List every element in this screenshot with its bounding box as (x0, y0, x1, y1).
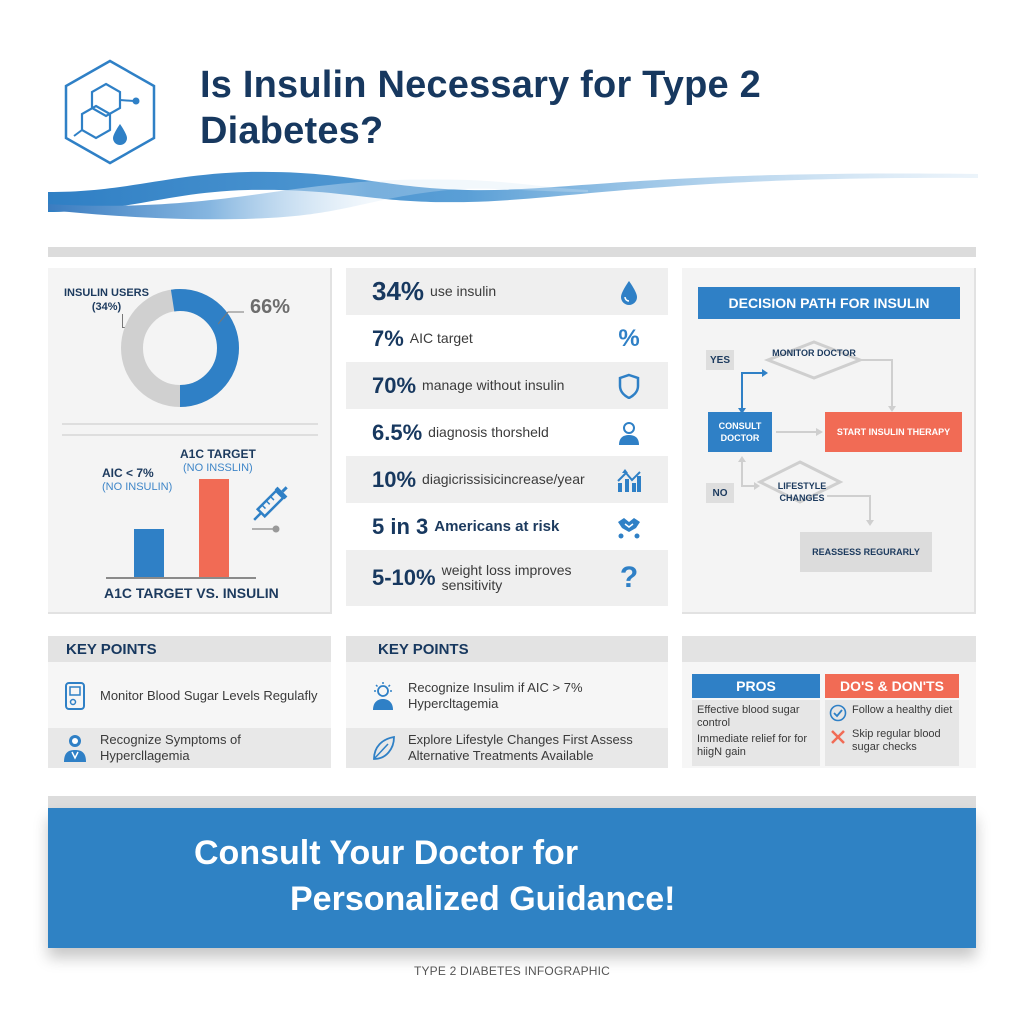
key-points-heading: KEY POINTS (346, 636, 668, 662)
decision-flowchart (738, 340, 896, 526)
leaf-icon (373, 735, 395, 760)
key-point-text: Explore Lifestyle Changes First Assess A… (408, 732, 633, 763)
stat-row: 5 in 3 Americans at risk (346, 503, 668, 550)
stat-row: 34% use insulin (346, 268, 668, 315)
dont-text: Skip regular blood sugar checks (852, 728, 941, 753)
charts-panel (48, 268, 332, 614)
do-text: Follow a healthy diet (852, 704, 953, 716)
stat-desc: AIC target (409, 330, 473, 346)
pros-list: Effective blood sugar control Immediate … (692, 700, 820, 766)
question-icon: ? (619, 561, 639, 594)
stat-desc: Americans at risk (434, 518, 560, 535)
bar1-label: AIC < 7% (102, 466, 154, 480)
cta-line-2: Personalized Guidance! (290, 880, 676, 918)
donut-label: INSULIN USERS (34%) (64, 286, 149, 314)
stat-desc: diagnosis thorsheld (428, 424, 549, 440)
stat-row: 5-10% weight loss improves sensitivity ? (346, 550, 668, 606)
bar2-label: A1C TARGET (180, 447, 256, 461)
stat-row: 70% manage without insulin (346, 362, 668, 409)
key-point-item: Recognize Symptoms of Hypercllagemia (48, 728, 331, 768)
cta-banner (48, 808, 976, 948)
key-point-item: Explore Lifestyle Changes First Assess A… (346, 728, 668, 768)
shield-icon (618, 373, 640, 399)
bar2-sublabel: (NO INSSLIN) (183, 462, 253, 474)
key-point-text: Monitor Blood Sugar Levels Regulafly (100, 688, 318, 703)
bar1-sublabel: (NO INSULIN) (102, 481, 173, 493)
consult-doctor-node: CONSULT DOCTOR (708, 412, 772, 452)
stat-row: 6.5% diagnosis thorsheld (346, 409, 668, 456)
x-icon (831, 730, 845, 744)
stat-value: 34% (372, 276, 425, 306)
stat-value: 70% (372, 372, 417, 398)
doctor-icon (64, 735, 86, 762)
decision-path-title: DECISION PATH FOR INSULIN (698, 287, 960, 319)
stat-value: 5 in 3 (372, 513, 429, 539)
person-icon (619, 421, 639, 445)
insulin-donut-chart (121, 289, 239, 407)
handshake-icon (618, 517, 640, 538)
stat-value: 5-10% (372, 565, 436, 590)
a1c-bar-chart (106, 440, 256, 577)
cta-line-1: Consult Your Doctor for (194, 834, 579, 872)
donut-leader-line-2 (218, 311, 244, 325)
molecule-drop-icon (64, 59, 156, 165)
divider (62, 434, 318, 436)
wave-decoration (48, 171, 978, 220)
bar-axis (106, 577, 256, 579)
do-item: Follow a healthy diet (829, 704, 955, 722)
stat-value: 6.5% (372, 419, 423, 445)
no-label: NO (706, 483, 734, 503)
key-point-text: Recognize Symptoms of Hypercllagemia (100, 732, 241, 763)
key-point-item: Recognize Insulim if AIC > 7% Hypercltag… (346, 674, 668, 718)
page-title: Is Insulin Necessary for Type 2 Diabetes… (200, 64, 761, 152)
idea-person-icon (373, 682, 393, 710)
syringe-icon (252, 486, 288, 533)
pros-heading: PROS (692, 674, 820, 698)
bar-no-insulin (134, 529, 164, 577)
drop-icon (621, 280, 637, 305)
key-point-item: Monitor Blood Sugar Levels Regulafly (48, 674, 331, 718)
stat-row: 10% diagicrissisicincrease/year (346, 456, 668, 503)
key-point-text: Recognize Insulim if AIC > 7% Hypercltag… (408, 680, 583, 711)
header-divider (48, 247, 976, 257)
stat-desc: weight loss improves sensitivity (441, 562, 572, 593)
donut-label-line1: INSULIN USERS (64, 287, 149, 299)
divider (62, 423, 318, 425)
lifestyle-changes-node: LIFESTYLE CHANGES (777, 481, 827, 503)
stat-value: 7% (372, 325, 404, 351)
stats-panel: 34% use insulin 7% AIC target % 70% mana… (346, 268, 668, 608)
check-circle-icon (829, 704, 847, 722)
pros-dos-header-strip (682, 636, 976, 662)
reassess-node: REASSESS REGURARLY (800, 532, 932, 572)
donut-label-line2: (34%) (91, 301, 122, 313)
pro-item: Effective blood sugar control (697, 704, 800, 729)
dos-donts-heading: DO'S & DON'TS (825, 674, 959, 698)
footer-caption: TYPE 2 DIABETES INFOGRAPHIC (413, 964, 611, 978)
stat-desc: diagicrissisicincrease/year (422, 471, 585, 487)
stat-row: 7% AIC target % (346, 315, 668, 362)
bar-a1c-target (199, 479, 229, 577)
stat-value: 10% (372, 466, 417, 492)
percent-icon: % (618, 324, 640, 352)
start-insulin-node: START INSULIN THERAPY (825, 412, 962, 452)
stat-desc: manage without insulin (422, 377, 565, 393)
bar-chart-title: A1C TARGET VS. INSULIN (104, 585, 279, 601)
dos-list: Follow a healthy diet Skip regular blood… (825, 700, 959, 766)
footer-divider (48, 796, 976, 808)
key-points-panel-1: KEY POINTS Monitor Blood Sugar Levels Re… (48, 636, 331, 768)
key-points-heading: KEY POINTS (48, 636, 331, 662)
pro-item: Immediate relief for for hiigN gain (697, 733, 808, 758)
key-points-panel-2: KEY POINTS Recognize Insulim if AIC > 7%… (346, 636, 668, 768)
growth-chart-icon (617, 468, 641, 492)
dont-item: Skip regular blood sugar checks (829, 728, 955, 754)
yes-label: YES (706, 350, 734, 370)
donut-other-value: 66% (250, 296, 291, 318)
stat-desc: use insulin (430, 283, 497, 299)
monitor-doctor-node: MONITOR DOCTOR (772, 348, 856, 358)
glucose-meter-icon (65, 682, 85, 710)
